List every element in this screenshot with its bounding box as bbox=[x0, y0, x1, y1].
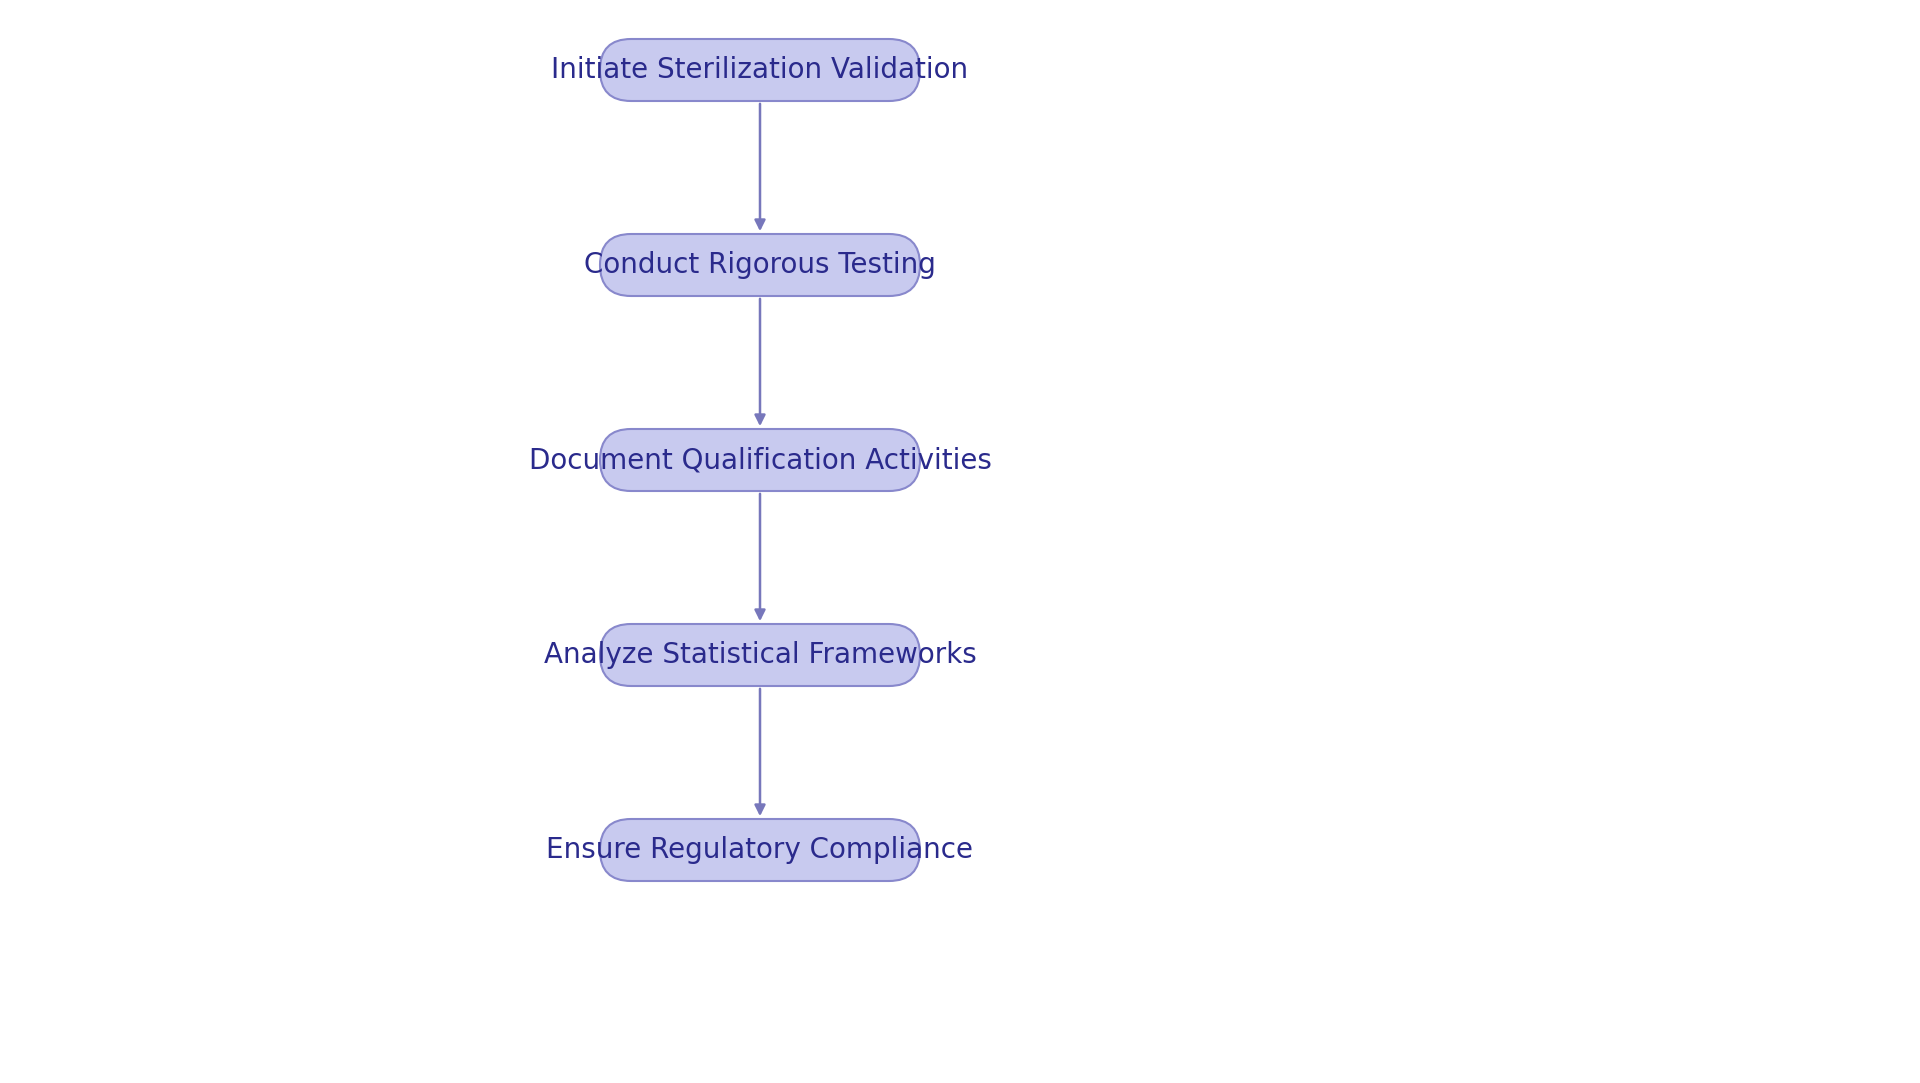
FancyBboxPatch shape bbox=[599, 234, 920, 296]
Text: Conduct Rigorous Testing: Conduct Rigorous Testing bbox=[584, 251, 935, 279]
FancyBboxPatch shape bbox=[599, 624, 920, 686]
Text: Document Qualification Activities: Document Qualification Activities bbox=[528, 446, 991, 474]
FancyBboxPatch shape bbox=[599, 39, 920, 101]
FancyBboxPatch shape bbox=[599, 429, 920, 491]
FancyBboxPatch shape bbox=[599, 819, 920, 880]
Text: Ensure Regulatory Compliance: Ensure Regulatory Compliance bbox=[547, 836, 973, 864]
Text: Analyze Statistical Frameworks: Analyze Statistical Frameworks bbox=[543, 641, 977, 669]
Text: Initiate Sterilization Validation: Initiate Sterilization Validation bbox=[551, 56, 968, 84]
